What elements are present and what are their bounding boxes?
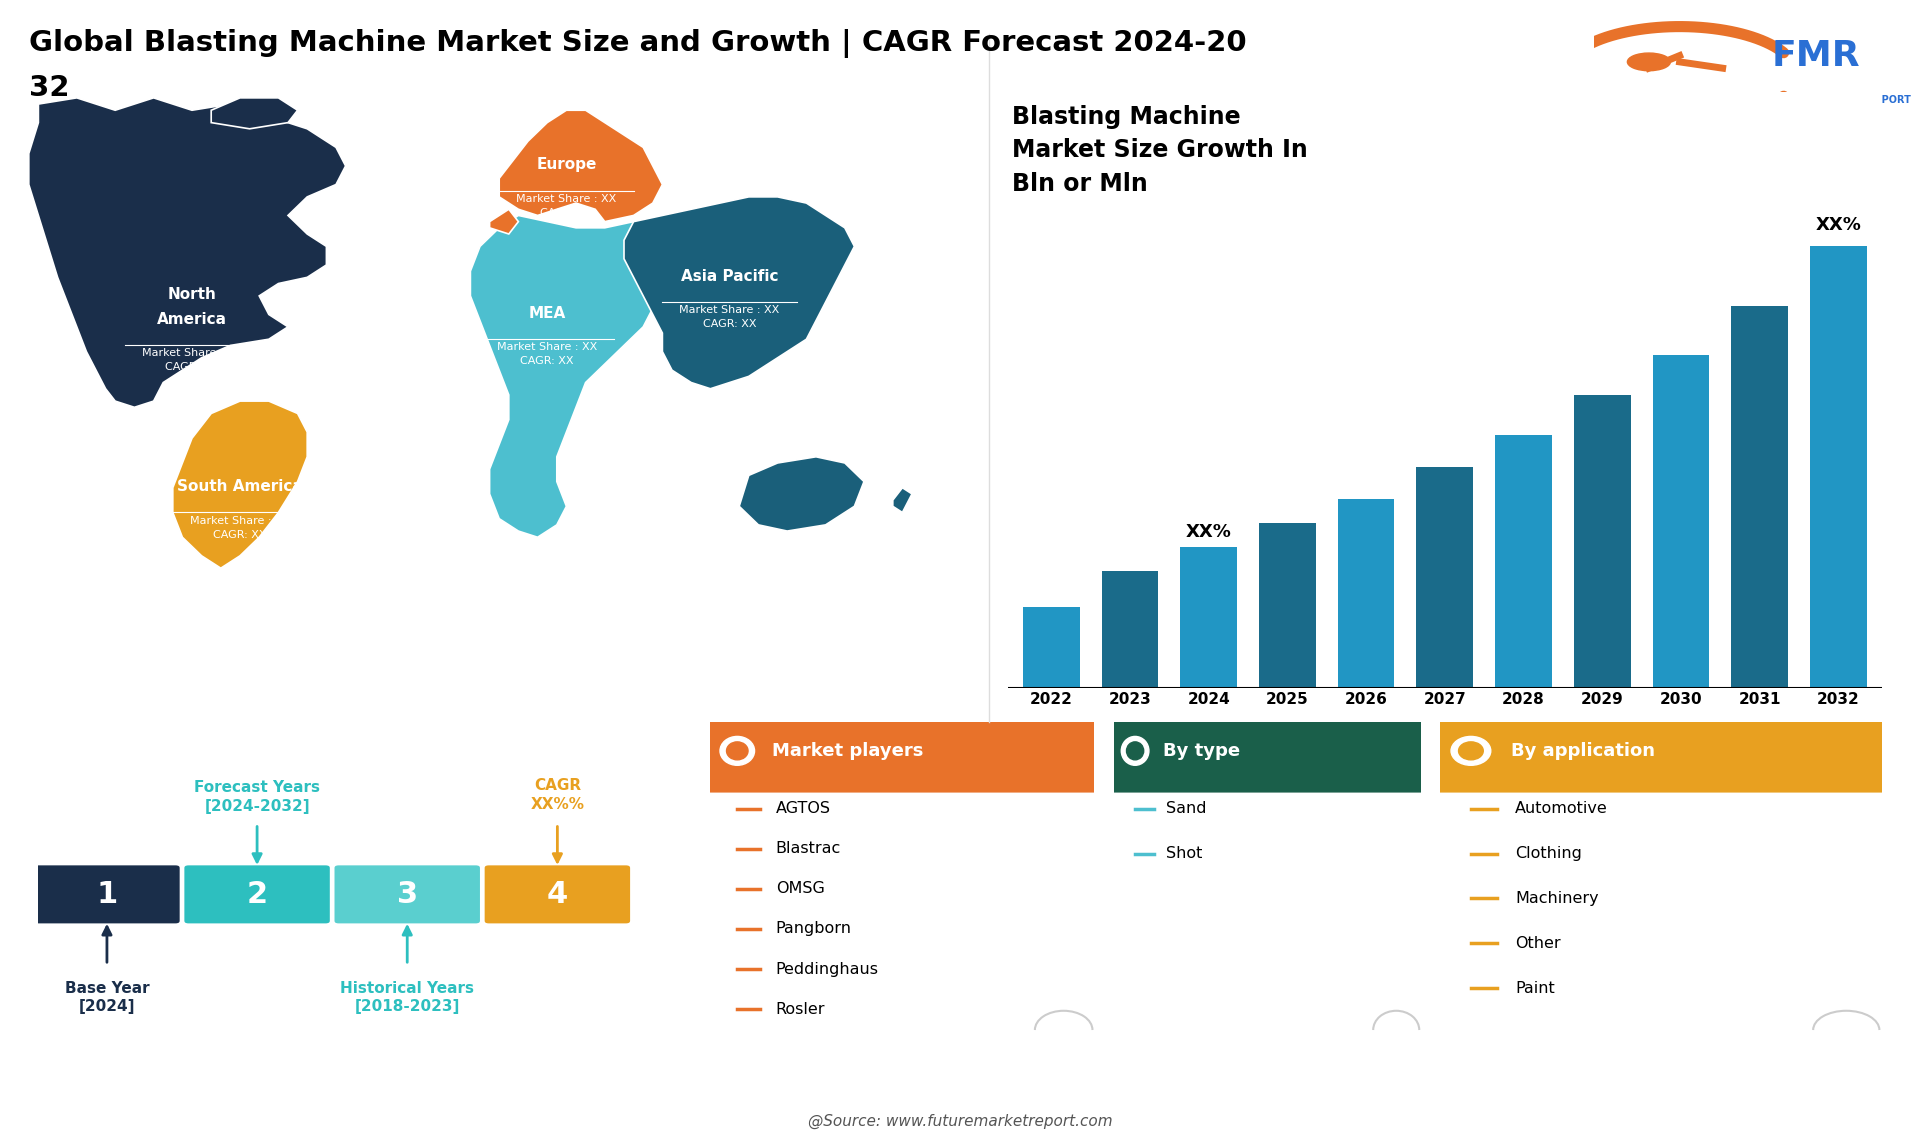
Bar [1102,571,1158,688]
FancyBboxPatch shape [484,864,632,925]
FancyBboxPatch shape [33,864,180,925]
Text: Pangborn: Pangborn [776,921,852,936]
Polygon shape [739,457,864,531]
FancyBboxPatch shape [703,774,1102,1050]
Text: Market Share : XX
CAGR: XX: Market Share : XX CAGR: XX [680,305,780,329]
Polygon shape [490,210,518,234]
Text: 3: 3 [397,880,419,909]
Text: Blastrac: Blastrac [776,841,841,856]
Bar [1496,434,1551,688]
Circle shape [720,737,755,766]
Text: FMR: FMR [1772,39,1860,72]
Text: Base Year
[2024]: Base Year [2024] [65,981,150,1014]
Text: America: America [157,312,227,327]
FancyBboxPatch shape [1108,774,1427,1050]
FancyBboxPatch shape [334,864,482,925]
FancyBboxPatch shape [1423,709,1899,793]
Text: @Source: www.futuremarketreport.com: @Source: www.futuremarketreport.com [808,1114,1112,1129]
Bar [1574,394,1630,688]
Text: XX%: XX% [1187,523,1231,541]
Text: Peddinghaus: Peddinghaus [776,961,879,976]
Text: Sand: Sand [1165,801,1206,816]
Circle shape [1121,737,1148,766]
Polygon shape [29,97,346,407]
FancyBboxPatch shape [1430,774,1891,1050]
Text: MEA: MEA [528,306,566,321]
Polygon shape [624,197,854,388]
Bar [1338,499,1394,688]
Text: Automotive: Automotive [1515,801,1607,816]
Text: OMSG: OMSG [776,881,824,896]
FancyBboxPatch shape [1102,709,1432,793]
Text: Market Share : XX
CAGR: XX: Market Share : XX CAGR: XX [497,343,597,367]
Polygon shape [499,110,662,221]
Circle shape [726,741,749,760]
Circle shape [1628,53,1670,71]
Text: 32: 32 [29,74,69,102]
Bar [1181,547,1236,688]
Bar [1732,306,1788,688]
Text: Paint: Paint [1515,981,1555,996]
Text: Global Blasting Machine Market Size and Growth | CAGR Forecast 2024-20: Global Blasting Machine Market Size and … [29,29,1246,57]
Text: South America: South America [177,479,303,494]
Bar [1417,466,1473,688]
Text: By type: By type [1164,741,1240,760]
Text: Forecast Years
[2024-2032]: Forecast Years [2024-2032] [194,780,321,814]
Text: Market Share : XX
CAGR: XX: Market Share : XX CAGR: XX [190,516,290,540]
Circle shape [1459,741,1484,760]
FancyBboxPatch shape [695,709,1110,793]
Text: Historical Years
[2018-2023]: Historical Years [2018-2023] [340,981,474,1014]
Bar [1653,354,1709,688]
Text: Blasting Machine
Market Size Growth In
Bln or Mln: Blasting Machine Market Size Growth In B… [1012,105,1308,196]
Bar [1811,246,1866,688]
Text: 1: 1 [96,880,117,909]
Polygon shape [470,215,662,537]
Text: Rosler: Rosler [776,1002,826,1017]
Text: Market players: Market players [772,741,924,760]
Text: Machinery: Machinery [1515,890,1599,906]
Bar [1260,523,1315,688]
Text: North: North [167,288,217,303]
Text: Clothing: Clothing [1515,846,1582,861]
Text: Asia Pacific: Asia Pacific [682,268,778,283]
Polygon shape [211,97,298,128]
FancyBboxPatch shape [182,864,330,925]
Polygon shape [893,488,912,512]
Text: Other: Other [1515,936,1561,951]
Text: FUTURE MARKET REPORT: FUTURE MARKET REPORT [1772,95,1910,104]
Text: Market Share : XX
CAGR: XX: Market Share : XX CAGR: XX [516,194,616,218]
Text: Market Share : XX
CAGR: XX: Market Share : XX CAGR: XX [142,348,242,372]
Bar [1023,607,1079,688]
Text: Europe: Europe [536,157,597,172]
Text: CAGR
XX%%: CAGR XX%% [530,778,584,811]
Text: 2: 2 [246,880,267,909]
Text: AGTOS: AGTOS [776,801,831,816]
Text: XX%: XX% [1816,217,1860,234]
Text: By application: By application [1511,741,1655,760]
Text: Shot: Shot [1165,846,1202,861]
Polygon shape [173,401,307,568]
Text: 4: 4 [547,880,568,909]
Circle shape [1127,741,1144,760]
Circle shape [1452,737,1490,766]
